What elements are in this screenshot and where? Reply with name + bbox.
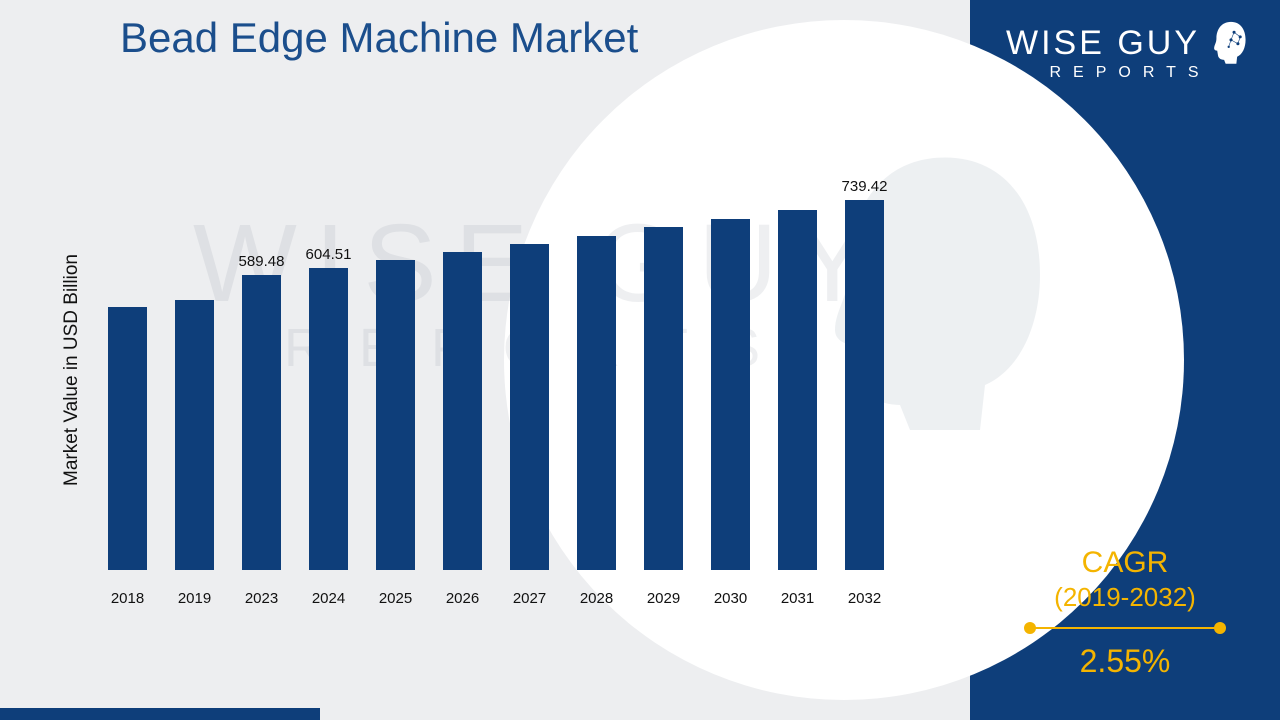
bar-wrap <box>570 214 623 571</box>
bar <box>175 300 214 570</box>
bar-wrap <box>637 205 690 570</box>
bar-wrap <box>436 230 489 570</box>
x-tick-label: 2030 <box>704 584 757 610</box>
bar-wrap <box>503 222 556 570</box>
cagr-title: CAGR <box>990 546 1260 580</box>
x-tick-label: 2019 <box>168 584 221 610</box>
cagr-range: (2019-2032) <box>990 582 1260 613</box>
bar <box>778 210 817 571</box>
chart-title: Bead Edge Machine Market <box>120 14 638 62</box>
bar <box>510 244 549 570</box>
x-axis: 2018 2019 2023 2024 2025 2026 2027 2028 2029 2030… <box>97 584 895 610</box>
x-tick-label: 2028 <box>570 584 623 610</box>
bar-wrap: 589.48 <box>235 253 288 570</box>
bar-wrap <box>168 278 221 570</box>
bar <box>711 219 750 571</box>
bar-wrap: 739.42 <box>838 178 891 570</box>
bar <box>845 200 884 570</box>
bar-value-label: 589.48 <box>239 253 285 273</box>
brand-logo: WISE GUY REPORTS <box>1000 20 1260 82</box>
x-tick-label: 2025 <box>369 584 422 610</box>
x-tick-label: 2031 <box>771 584 824 610</box>
page-root: WISE GUY REPORTS Bead Edge Machine Marke… <box>0 0 1280 720</box>
logo-sub-text: REPORTS <box>1000 64 1260 82</box>
bar-value-label: 739.42 <box>842 178 888 198</box>
x-tick-label: 2026 <box>436 584 489 610</box>
y-axis-label: Market Value in USD Billion <box>61 254 83 486</box>
bar <box>242 275 281 570</box>
bar-wrap <box>704 197 757 571</box>
x-tick-label: 2029 <box>637 584 690 610</box>
bottom-accent-bar <box>0 708 320 720</box>
x-tick-label: 2018 <box>101 584 154 610</box>
x-tick-label: 2024 <box>302 584 355 610</box>
bar <box>577 236 616 571</box>
logo-main-text: WISE GUY <box>1006 24 1200 63</box>
head-network-icon <box>1208 20 1254 66</box>
bar <box>108 307 147 571</box>
x-tick-label: 2032 <box>838 584 891 610</box>
cagr-block: CAGR (2019-2032) 2.55% <box>990 546 1260 680</box>
chart-plot-area: 589.48 604.51 739.42 <box>97 170 895 570</box>
bar <box>376 260 415 570</box>
cagr-value: 2.55% <box>990 643 1260 680</box>
x-tick-label: 2023 <box>235 584 288 610</box>
bar-wrap <box>369 238 422 570</box>
logo-main-row: WISE GUY <box>1000 20 1260 66</box>
cagr-divider <box>1030 627 1220 629</box>
bar-wrap <box>771 188 824 571</box>
bar-value-label: 604.51 <box>306 246 352 266</box>
bar <box>309 268 348 570</box>
x-tick-label: 2027 <box>503 584 556 610</box>
bar <box>644 227 683 570</box>
bar <box>443 252 482 570</box>
bar-wrap: 604.51 <box>302 246 355 570</box>
bar-wrap <box>101 285 154 571</box>
bar-chart: Market Value in USD Billion 589.48604.51… <box>65 170 895 610</box>
